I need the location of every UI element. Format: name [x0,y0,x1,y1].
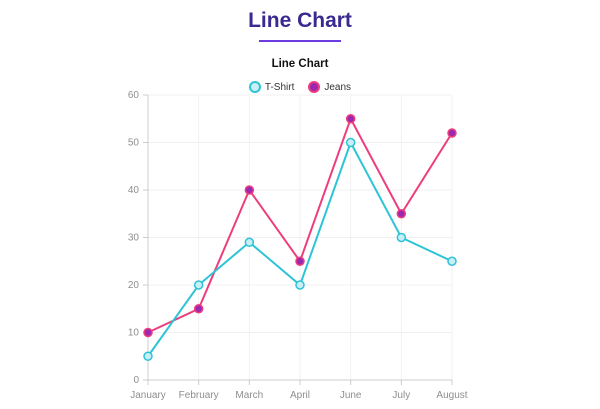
data-point-tshirt[interactable] [295,280,305,290]
data-point-tshirt[interactable] [143,351,153,361]
x-tick-label: June [340,390,362,401]
data-point-jeans[interactable] [295,256,305,266]
data-point-jeans[interactable] [143,327,153,338]
x-tick-label: April [290,390,310,401]
line-chart-canvas: 0 10 20 30 40 50 60 January February March April Ju… [128,90,468,401]
data-point-tshirt[interactable] [193,280,204,290]
data-point-tshirt[interactable] [345,137,356,148]
chart-title: Line Chart [271,58,329,70]
data-point-jeans[interactable] [244,185,255,195]
tshirt-legend-marker-icon [248,81,261,93]
y-tick-label: 40 [128,185,140,196]
y-tick-label: 10 [128,328,140,339]
data-point-tshirt[interactable] [396,232,407,243]
legend-item-jeans[interactable]: Jeans [308,81,351,93]
jeans-legend-marker-icon [308,81,321,93]
data-point-jeans[interactable] [345,114,356,124]
x-tick-label: August [436,390,467,401]
x-tick-label: January [130,390,166,401]
legend-item-tshirt[interactable]: T-Shirt [248,81,295,93]
data-point-jeans[interactable] [447,128,457,138]
x-tick-label: February [179,390,219,401]
page-title: Line Chart [248,9,352,32]
data-point-jeans[interactable] [193,304,204,314]
x-tick-label: July [392,390,410,401]
title-underline [259,40,341,42]
y-tick-label: 20 [128,280,140,291]
y-tick-label: 0 [133,375,139,386]
data-point-tshirt[interactable] [447,256,457,266]
legend-label-tshirt: T-Shirt [264,81,295,93]
x-tick-label: March [235,390,263,401]
legend-label-jeans: Jeans [324,81,352,93]
page-header: Line Chart [0,0,600,42]
legend: T-Shirt Jeans [0,81,600,93]
y-tick-label: 60 [128,90,140,101]
data-point-tshirt[interactable] [244,237,255,247]
line-chart: Line Chart T-Shirt Jeans 0 10 20 30 40 50 60 Ja… [0,55,600,409]
y-tick-label: 50 [128,138,140,149]
data-point-jeans[interactable] [396,209,407,219]
y-tick-label: 30 [128,233,140,244]
